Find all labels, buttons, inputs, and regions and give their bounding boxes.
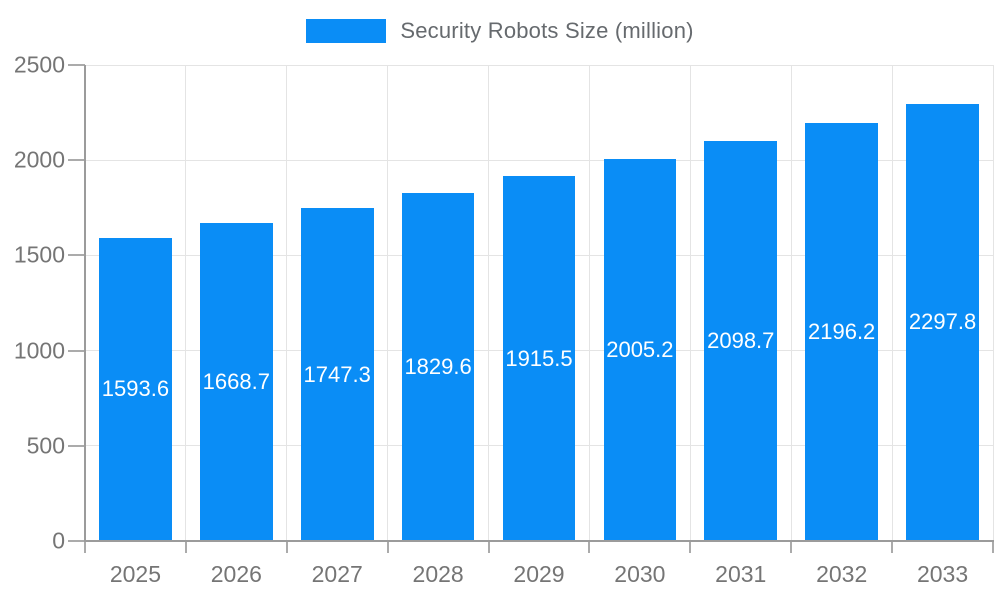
bar-value-label: 2297.8 — [908, 309, 977, 335]
x-axis-tick — [588, 541, 591, 553]
x-axis-tick — [992, 541, 994, 553]
legend-item-security-robots[interactable]: Security Robots Size (million) — [306, 18, 693, 44]
x-axis-label: 2028 — [412, 561, 464, 587]
x-axis-label: 2026 — [210, 561, 262, 587]
plot-area: 0 500 1000 1500 2000 2500 1593.6 2025 1668.7 2026… — [14, 52, 994, 587]
gridline-v — [488, 65, 490, 541]
x-axis-label: 2032 — [816, 561, 868, 587]
x-axis-tick — [285, 541, 288, 553]
bar-2029: 1915.5 — [502, 176, 576, 541]
bar-value-label: 1829.6 — [404, 353, 472, 379]
bar-2027: 1747.3 — [300, 208, 374, 541]
legend-swatch-icon — [306, 19, 387, 43]
bar-value-label: 1668.7 — [202, 369, 270, 395]
y-axis-line — [84, 65, 86, 541]
x-axis-label: 2031 — [715, 561, 767, 587]
x-axis-tick — [184, 541, 187, 553]
y-axis-label: 0 — [52, 527, 65, 554]
gridline-v — [992, 65, 994, 541]
x-axis-tick — [790, 541, 793, 553]
y-axis-label: 1500 — [13, 241, 65, 268]
x-axis-tick — [689, 541, 692, 553]
legend-label: Security Robots Size (million) — [400, 18, 694, 43]
gridline-v — [891, 65, 893, 541]
gridline-v — [689, 65, 691, 541]
y-axis-tick — [68, 349, 85, 352]
x-axis-tick — [84, 541, 86, 553]
y-axis-label: 500 — [26, 432, 65, 459]
bar-value-label: 1747.3 — [303, 361, 371, 387]
x-axis-label: 2025 — [109, 561, 162, 587]
bar-value-label: 2098.7 — [707, 328, 775, 354]
gridline-v — [790, 65, 792, 541]
bar-2030: 2005.2 — [603, 159, 677, 541]
x-axis-line — [84, 540, 994, 542]
gridline-v — [286, 65, 288, 541]
y-axis-tick — [68, 64, 85, 66]
x-axis-tick — [386, 541, 389, 553]
y-axis-tick — [68, 444, 85, 447]
bar-value-label: 1593.6 — [101, 376, 170, 402]
bar-2031: 2098.7 — [704, 141, 778, 541]
gridline-h — [85, 64, 993, 66]
gridline-v — [387, 65, 389, 541]
y-axis-label: 2500 — [13, 51, 65, 78]
x-axis-label: 2033 — [916, 561, 969, 587]
x-axis-label: 2029 — [513, 561, 565, 587]
gridline-h — [85, 159, 993, 161]
legend: Security Robots Size (million) — [0, 18, 1000, 44]
bar-2033: 2297.8 — [906, 103, 979, 541]
x-axis-label: 2030 — [614, 561, 666, 587]
bar-value-label: 2196.2 — [808, 318, 876, 344]
bar-value-label: 1915.5 — [505, 345, 573, 371]
y-axis-tick — [68, 540, 85, 542]
bar-2028: 1829.6 — [401, 192, 475, 541]
bar-2026: 1668.7 — [200, 223, 273, 541]
x-axis-tick — [891, 541, 894, 553]
x-axis-tick — [487, 541, 490, 553]
bar-2025: 1593.6 — [99, 237, 172, 541]
y-axis-tick — [68, 254, 85, 257]
bar-2032: 2196.2 — [805, 122, 878, 541]
y-axis-label: 1000 — [13, 337, 65, 364]
y-axis-label: 2000 — [13, 146, 65, 173]
bar-value-label: 2005.2 — [606, 337, 674, 363]
gridline-v — [588, 65, 590, 541]
x-axis-label: 2027 — [311, 561, 363, 587]
gridline-v — [185, 65, 187, 541]
y-axis-tick — [68, 159, 85, 162]
